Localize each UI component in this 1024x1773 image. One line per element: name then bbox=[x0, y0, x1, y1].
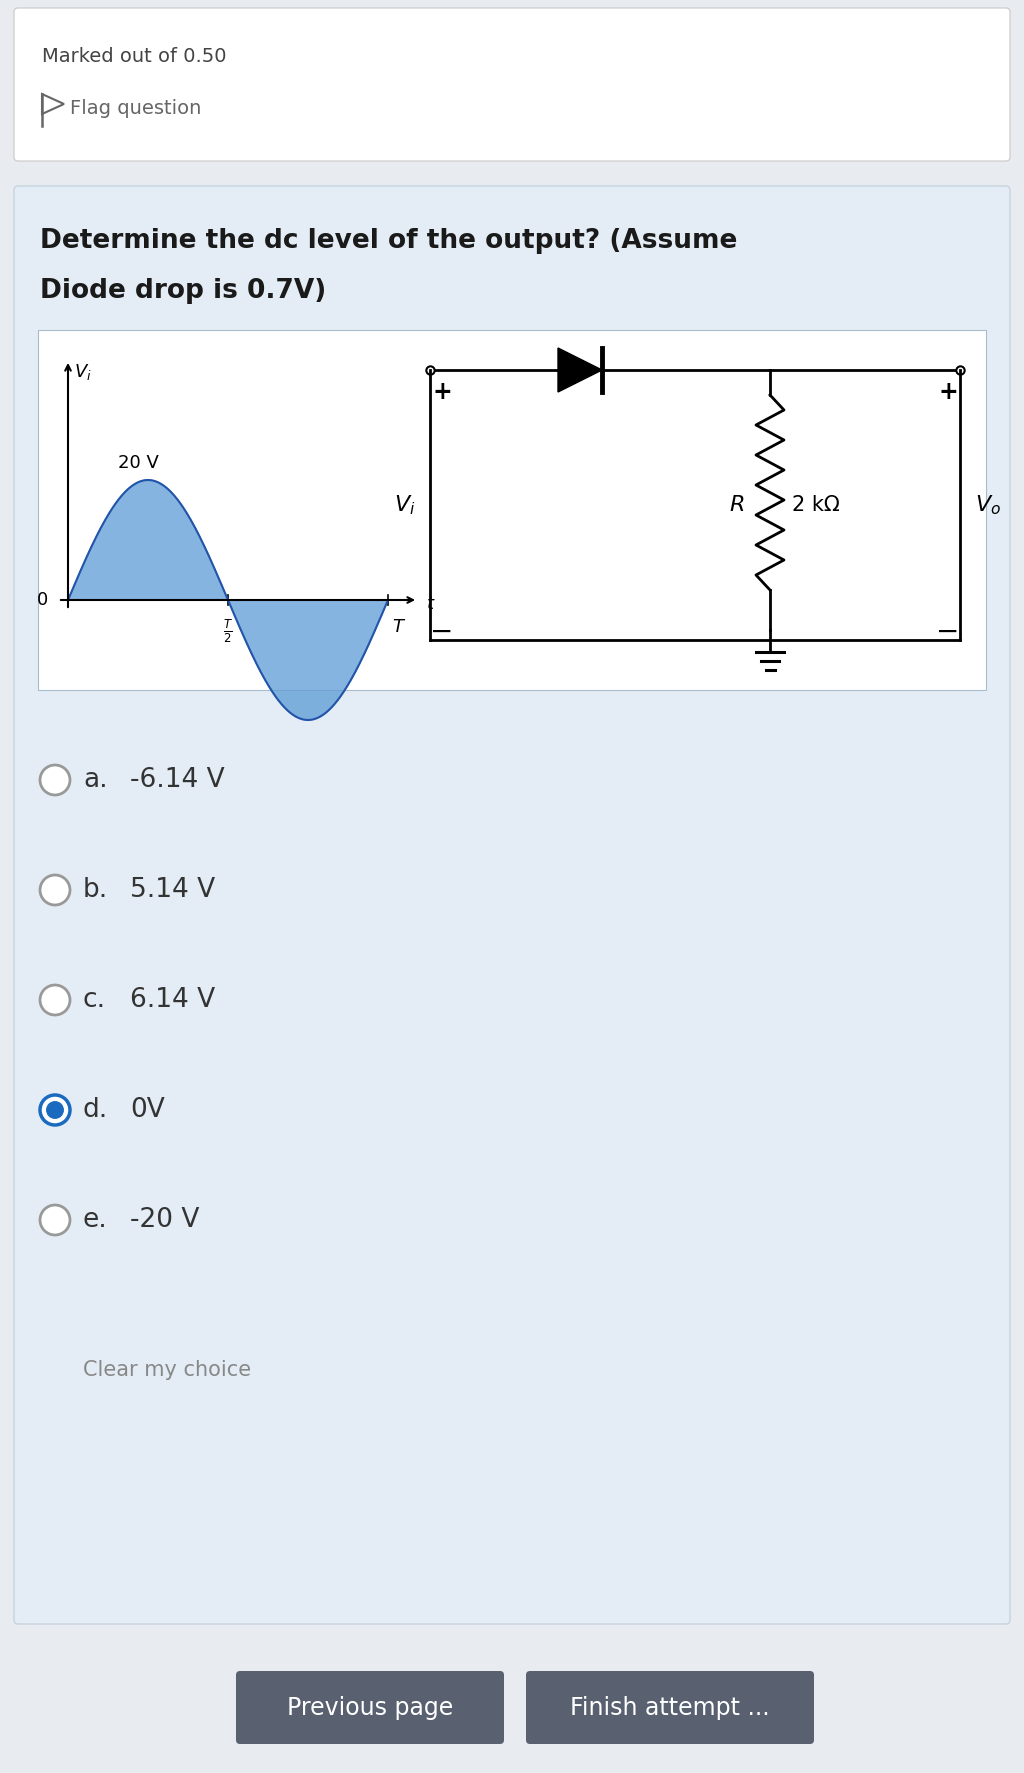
Circle shape bbox=[47, 1101, 63, 1119]
Text: Previous page: Previous page bbox=[287, 1695, 454, 1720]
Text: -20 V: -20 V bbox=[130, 1207, 200, 1232]
Text: −: − bbox=[936, 619, 959, 645]
Text: d.: d. bbox=[83, 1097, 109, 1122]
Text: $V_o$: $V_o$ bbox=[975, 493, 1001, 516]
FancyBboxPatch shape bbox=[236, 1670, 504, 1745]
Text: Clear my choice: Clear my choice bbox=[83, 1360, 251, 1379]
Text: 20 V: 20 V bbox=[118, 454, 159, 472]
FancyBboxPatch shape bbox=[526, 1670, 814, 1745]
Text: $\frac{T}{2}$: $\frac{T}{2}$ bbox=[223, 619, 232, 645]
Text: 5.14 V: 5.14 V bbox=[130, 878, 215, 902]
Text: +: + bbox=[432, 379, 452, 404]
Text: a.: a. bbox=[83, 768, 108, 793]
Bar bbox=[38, 330, 986, 690]
Circle shape bbox=[40, 1096, 70, 1126]
Polygon shape bbox=[558, 348, 602, 392]
Text: Diode drop is 0.7V): Diode drop is 0.7V) bbox=[40, 278, 327, 303]
Text: Determine the dc level of the output? (Assume: Determine the dc level of the output? (A… bbox=[40, 229, 737, 254]
Text: $V_i$: $V_i$ bbox=[393, 493, 415, 516]
FancyBboxPatch shape bbox=[14, 186, 1010, 1624]
Circle shape bbox=[40, 876, 70, 904]
Text: -6.14 V: -6.14 V bbox=[130, 768, 224, 793]
Polygon shape bbox=[68, 480, 228, 599]
Circle shape bbox=[40, 986, 70, 1014]
Polygon shape bbox=[228, 599, 388, 720]
Text: $T$: $T$ bbox=[392, 619, 407, 637]
Text: c.: c. bbox=[83, 988, 106, 1012]
Text: b.: b. bbox=[83, 878, 109, 902]
Text: 0V: 0V bbox=[130, 1097, 165, 1122]
Text: −: − bbox=[430, 619, 454, 645]
Text: $V_i$: $V_i$ bbox=[74, 362, 92, 381]
Circle shape bbox=[40, 1206, 70, 1236]
Circle shape bbox=[40, 764, 70, 794]
Text: Marked out of 0.50: Marked out of 0.50 bbox=[42, 48, 226, 66]
Text: 6.14 V: 6.14 V bbox=[130, 988, 215, 1012]
Text: R: R bbox=[729, 495, 745, 514]
FancyBboxPatch shape bbox=[14, 9, 1010, 161]
Text: 2 kΩ: 2 kΩ bbox=[792, 495, 840, 514]
Text: 0: 0 bbox=[37, 590, 48, 608]
Text: e.: e. bbox=[83, 1207, 108, 1232]
Text: Finish attempt ...: Finish attempt ... bbox=[570, 1695, 770, 1720]
Text: +: + bbox=[938, 379, 957, 404]
Text: $t$: $t$ bbox=[426, 596, 435, 613]
Text: Flag question: Flag question bbox=[70, 99, 202, 117]
